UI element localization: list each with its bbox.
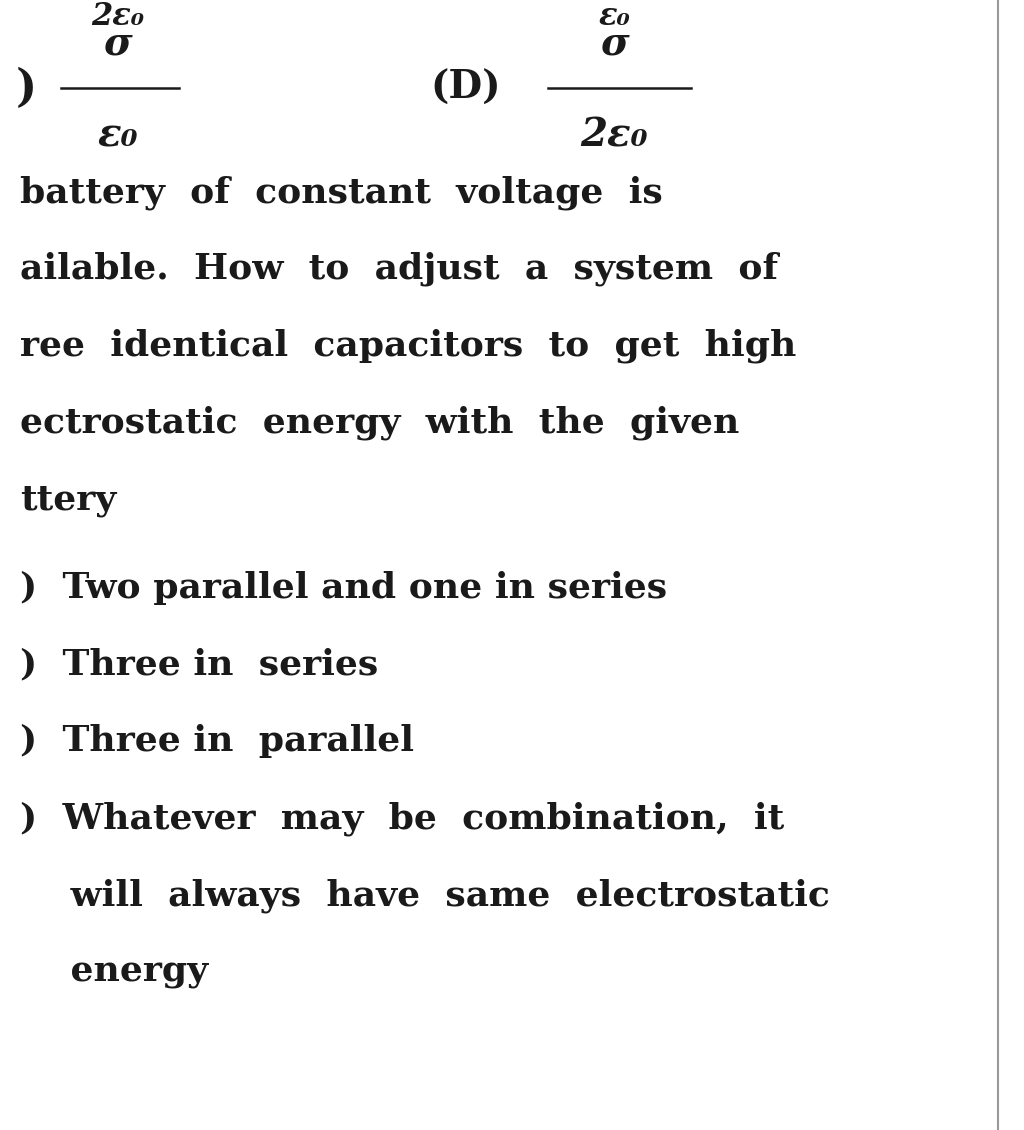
Text: )  Whatever  may  be  combination,  it: ) Whatever may be combination, it bbox=[20, 801, 784, 836]
Text: ree  identical  capacitors  to  get  high: ree identical capacitors to get high bbox=[20, 329, 797, 364]
Text: battery  of  constant  voltage  is: battery of constant voltage is bbox=[20, 175, 664, 210]
Text: )  Two parallel and one in series: ) Two parallel and one in series bbox=[20, 571, 668, 605]
Text: σ: σ bbox=[103, 24, 132, 62]
Text: )  Three in  parallel: ) Three in parallel bbox=[20, 724, 415, 758]
Text: ttery: ttery bbox=[20, 483, 117, 516]
Text: ectrostatic  energy  with  the  given: ectrostatic energy with the given bbox=[20, 406, 740, 441]
Text: )  Three in  series: ) Three in series bbox=[20, 647, 379, 681]
Text: ailable.  How  to  adjust  a  system  of: ailable. How to adjust a system of bbox=[20, 252, 778, 287]
Text: (D): (D) bbox=[430, 69, 501, 107]
Text: ε₀: ε₀ bbox=[598, 1, 631, 32]
Text: 2ε₀: 2ε₀ bbox=[581, 116, 648, 155]
Text: 2ε₀: 2ε₀ bbox=[91, 1, 144, 32]
Text: will  always  have  same  electrostatic: will always have same electrostatic bbox=[20, 878, 830, 913]
Text: energy: energy bbox=[20, 955, 209, 989]
Text: ε₀: ε₀ bbox=[97, 116, 138, 155]
Text: ): ) bbox=[15, 67, 37, 110]
Text: σ: σ bbox=[600, 24, 629, 62]
